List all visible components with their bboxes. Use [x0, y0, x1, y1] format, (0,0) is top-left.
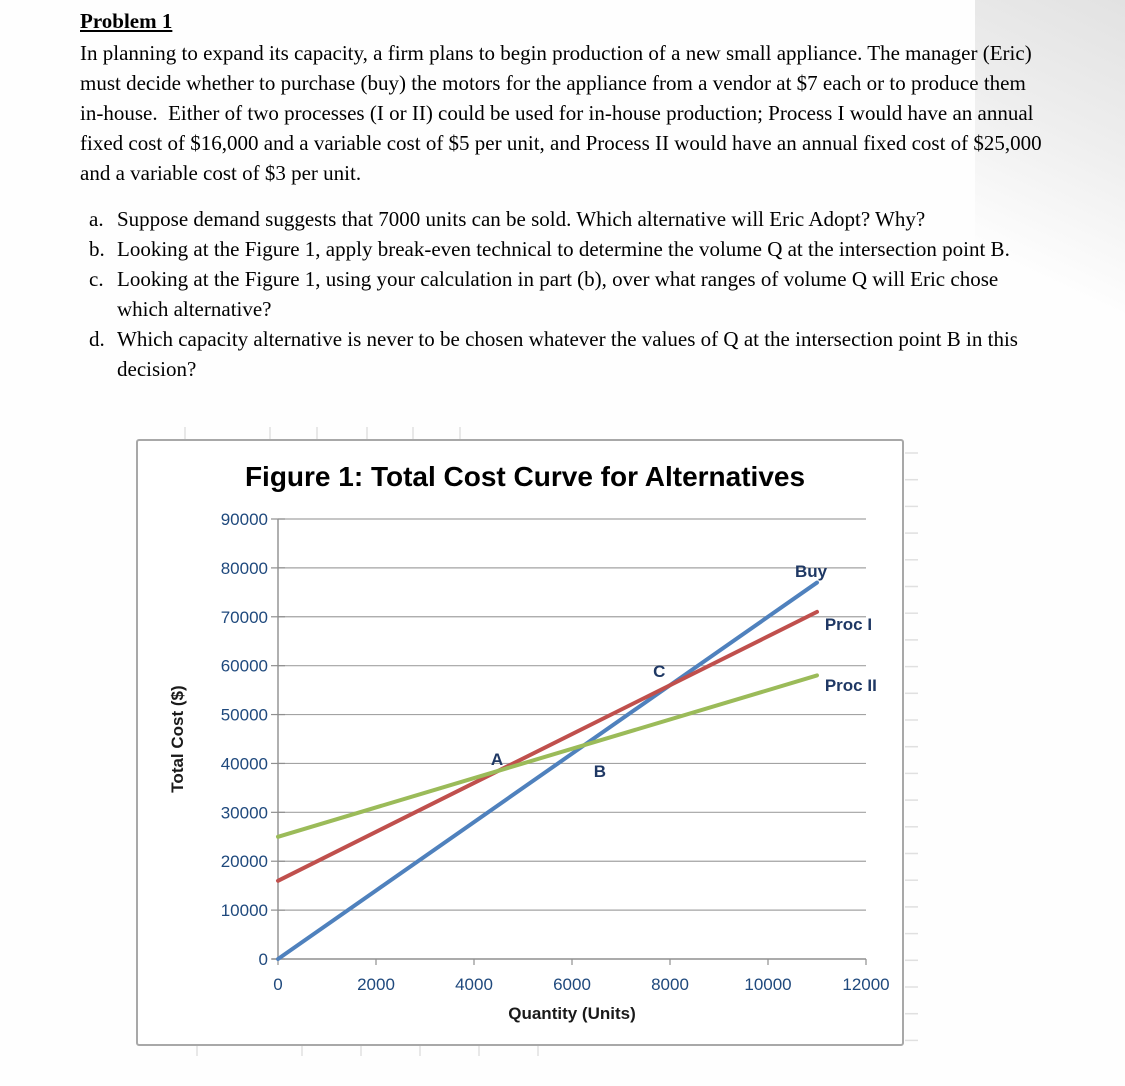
question-text: Looking at the Figure 1, using your calc…	[117, 267, 999, 321]
question-text: Suppose demand suggests that 7000 units …	[117, 207, 926, 231]
series-label-buy: Buy	[795, 562, 828, 581]
question-item-b: b. Looking at the Figure 1, apply break-…	[80, 234, 1050, 264]
series-line-buy	[276, 580, 819, 961]
y-tick-label-70000: 70000	[221, 608, 268, 627]
question-marker: a.	[89, 207, 104, 231]
question-marker: d.	[89, 327, 105, 351]
y-tick-label-50000: 50000	[221, 706, 268, 725]
x-tick-label-8000: 8000	[651, 975, 689, 994]
series-line-proc-i	[276, 609, 819, 883]
x-tick-label-4000: 4000	[455, 975, 493, 994]
problem-text-block: Problem 1 In planning to expand its capa…	[80, 6, 1050, 384]
point-label-c: C	[653, 662, 665, 681]
y-axis-title: Total Cost ($)	[168, 685, 187, 792]
problem-statement: In planning to expand its capacity, a fi…	[80, 41, 1047, 185]
series-line-proc-ii	[276, 673, 819, 839]
y-tick-label-90000: 90000	[221, 510, 268, 529]
series-label-proc-i: Proc I	[825, 615, 872, 634]
y-tick-label-10000: 10000	[221, 901, 268, 920]
x-axis-title: Quantity (Units)	[508, 1004, 636, 1023]
question-marker: b.	[89, 237, 105, 261]
question-item-d: d. Which capacity alternative is never t…	[80, 324, 1050, 384]
y-tick-label-30000: 30000	[221, 803, 268, 822]
question-item-a: a. Suppose demand suggests that 7000 uni…	[80, 204, 1050, 234]
problem-heading: Problem 1	[80, 9, 173, 33]
x-tick-label-2000: 2000	[357, 975, 395, 994]
x-tick-label-10000: 10000	[744, 975, 791, 994]
figure-1-chart: Figure 1: Total Cost Curve for Alternati…	[0, 425, 1125, 1086]
series-label-proc-ii: Proc II	[825, 676, 877, 695]
y-tick-label-0: 0	[259, 950, 268, 969]
point-label-b: B	[594, 762, 606, 781]
y-tick-label-20000: 20000	[221, 852, 268, 871]
question-text: Looking at the Figure 1, apply break-eve…	[117, 237, 1010, 261]
question-list: a. Suppose demand suggests that 7000 uni…	[80, 204, 1050, 384]
point-label-a: A	[491, 750, 503, 769]
x-tick-label-0: 0	[273, 975, 282, 994]
figure-1-chart-canvas: Figure 1: Total Cost Curve for Alternati…	[136, 427, 918, 1056]
question-item-c: c. Looking at the Figure 1, using your c…	[80, 264, 1050, 324]
chart-area-border	[136, 439, 904, 1046]
question-marker: c.	[89, 267, 104, 291]
y-tick-label-40000: 40000	[221, 754, 268, 773]
y-tick-label-60000: 60000	[221, 657, 268, 676]
y-tick-label-80000: 80000	[221, 559, 268, 578]
question-text: Which capacity alternative is never to b…	[117, 327, 1018, 381]
x-tick-label-12000: 12000	[842, 975, 889, 994]
chart-title: Figure 1: Total Cost Curve for Alternati…	[245, 461, 805, 492]
x-tick-label-6000: 6000	[553, 975, 591, 994]
